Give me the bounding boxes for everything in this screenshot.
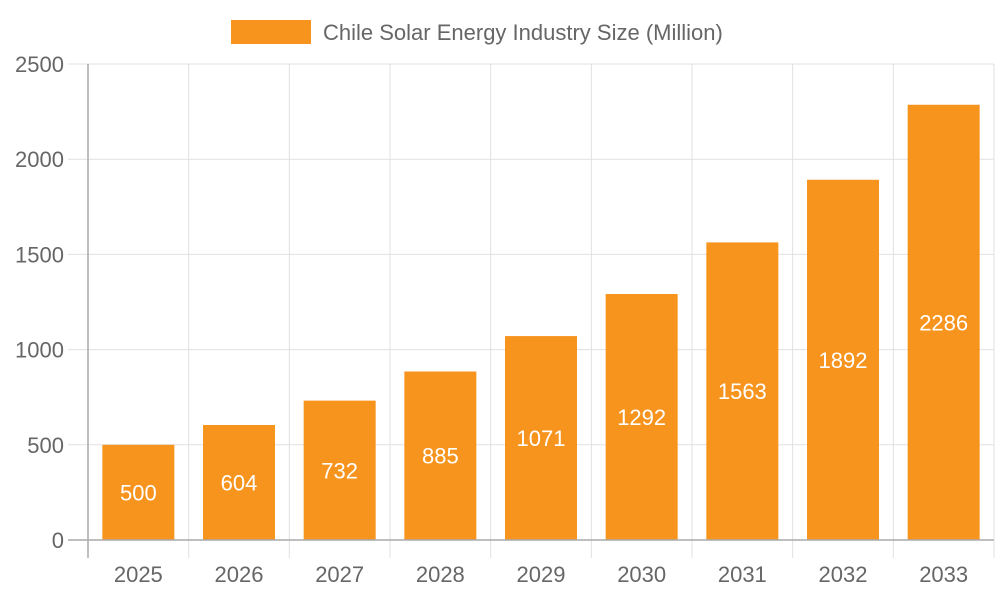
y-tick-label: 2500	[15, 52, 64, 77]
bar	[807, 179, 879, 541]
data-label: 1892	[819, 348, 868, 373]
y-tick-label: 2000	[15, 147, 64, 172]
data-label: 1071	[517, 426, 566, 451]
x-tick-label: 2025	[114, 562, 163, 587]
y-tick-label: 1500	[15, 242, 64, 267]
data-label: 1563	[718, 379, 767, 404]
data-label: 500	[120, 480, 157, 505]
data-label: 2286	[919, 310, 968, 335]
bar	[303, 400, 376, 540]
axes: 0 500 1000 1500 2000 2500 2025 2026 2027 2028 2029…	[15, 52, 994, 587]
y-tick-label: 500	[27, 433, 64, 458]
x-tick-label: 2030	[617, 562, 666, 587]
data-label: 1292	[617, 405, 666, 430]
bars: 500 604 732 885 1071 1292 1563 1892 2286	[102, 104, 980, 541]
y-tick-label: 1000	[15, 338, 64, 363]
x-tick-label: 2029	[517, 562, 566, 587]
x-tick-label: 2032	[819, 562, 868, 587]
bar	[404, 371, 477, 540]
x-tick-label: 2026	[215, 562, 264, 587]
legend[interactable]: Chile Solar Energy Industry Size (Millio…	[231, 20, 723, 45]
bar	[706, 242, 779, 541]
x-tick-label: 2031	[718, 562, 767, 587]
data-label: 732	[321, 458, 358, 483]
grid	[68, 63, 995, 558]
bar	[505, 336, 577, 540]
y-tick-label: 0	[52, 528, 64, 553]
data-label: 885	[422, 444, 459, 469]
data-label: 604	[221, 470, 258, 495]
bar	[907, 104, 980, 540]
legend-label[interactable]: Chile Solar Energy Industry Size (Millio…	[323, 20, 723, 45]
bar	[605, 294, 678, 540]
x-tick-label: 2028	[416, 562, 465, 587]
bar	[102, 444, 175, 540]
bar	[203, 424, 275, 540]
x-tick-label: 2033	[919, 562, 968, 587]
x-tick-label: 2027	[315, 562, 364, 587]
legend-swatch[interactable]	[231, 20, 311, 44]
